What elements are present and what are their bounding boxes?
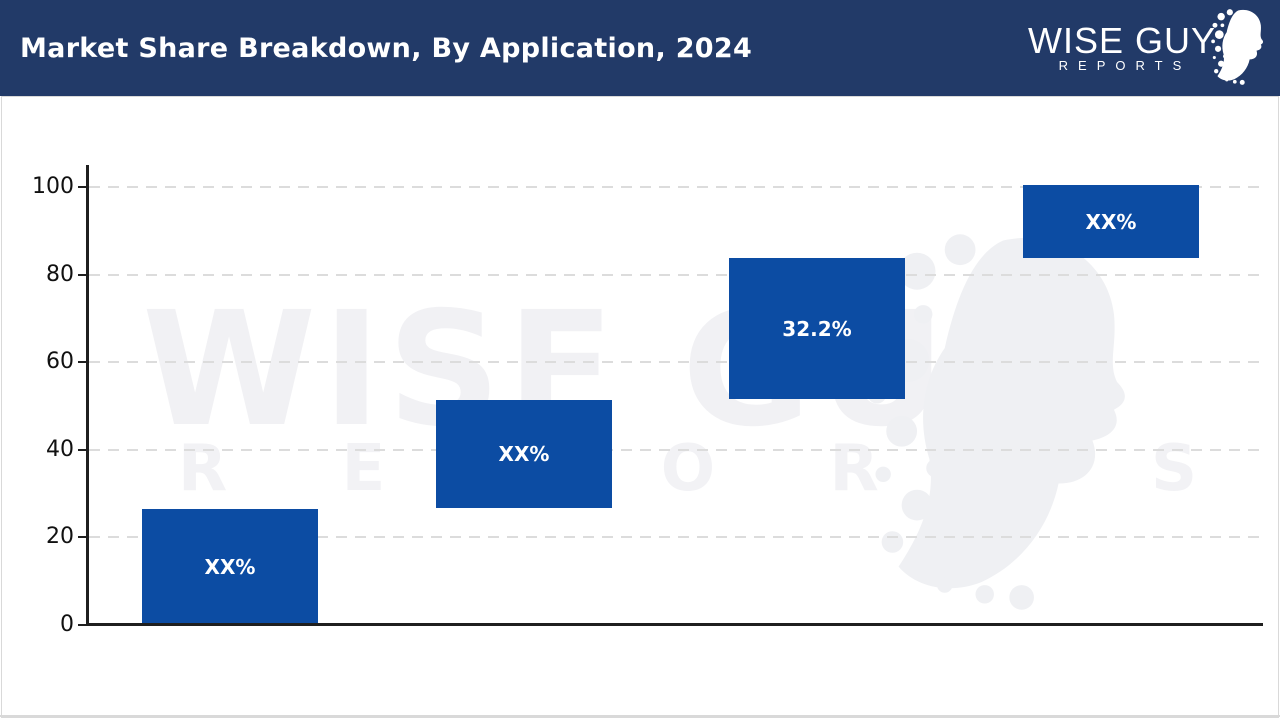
gridline-100 <box>89 186 1262 188</box>
brand-logo: WISE GUY REPORTS <box>1028 5 1272 89</box>
page-title: Market Share Breakdown, By Application, … <box>20 33 753 64</box>
y-tick-label: 0 <box>60 612 74 637</box>
y-tick-mark-20 <box>78 536 86 539</box>
y-tick-mark-60 <box>78 361 86 364</box>
gridline-40 <box>89 448 1262 451</box>
x-axis <box>86 623 1263 626</box>
brand-name: WISE GUY <box>1027 19 1216 61</box>
bottom-border <box>0 715 1280 717</box>
bar-segment: XX% <box>1023 184 1199 259</box>
y-axis <box>86 165 89 626</box>
y-tick-mark-0 <box>78 624 86 626</box>
brand-subtitle: REPORTS <box>1058 58 1192 74</box>
wise-guy-face-icon <box>1210 5 1272 89</box>
bar-value-label: 32.2% <box>782 316 852 341</box>
y-tick-mark-80 <box>78 273 86 276</box>
bar-segment: 32.2% <box>729 258 905 400</box>
y-tick-label: 60 <box>46 349 74 375</box>
bar-value-label: XX% <box>498 441 550 466</box>
gridline-60 <box>89 361 1262 364</box>
y-tick-label: 40 <box>46 436 74 462</box>
y-tick-mark-40 <box>78 448 86 451</box>
watermark-face-icon <box>858 222 1173 622</box>
y-tick-label: 80 <box>46 261 74 287</box>
gridline-80 <box>89 273 1262 276</box>
bar-value-label: XX% <box>204 554 256 579</box>
bar-segment: XX% <box>142 508 318 625</box>
gridline-20 <box>89 536 1262 539</box>
y-tick-mark-100 <box>78 186 86 188</box>
bar-value-label: XX% <box>1085 209 1137 234</box>
header: Market Share Breakdown, By Application, … <box>0 0 1280 96</box>
y-tick-label: 20 <box>46 524 74 550</box>
y-tick-label: 100 <box>32 174 74 199</box>
brand-logo-text: WISE GUY REPORTS <box>1028 21 1216 74</box>
bar-segment: XX% <box>436 399 612 509</box>
